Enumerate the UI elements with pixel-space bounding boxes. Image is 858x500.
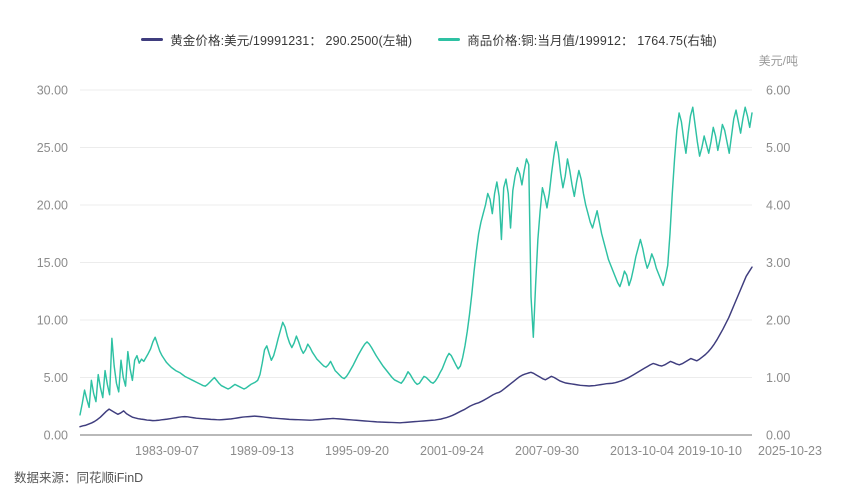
- right-axis-unit-label: 美元/吨: [758, 54, 798, 68]
- y-axis-left-tick: 10.00: [37, 314, 68, 328]
- legend-label-gold: 黄金价格:美元/19991231： 290.2500(左轴): [170, 34, 413, 48]
- legend-swatch-gold: [141, 38, 164, 41]
- x-axis-tick: 2001-09-24: [420, 444, 484, 458]
- y-axis-right-tick: 0.00: [766, 429, 790, 443]
- y-axis-left-tick: 20.00: [37, 199, 68, 213]
- y-axis-left-tick: 25.00: [37, 141, 68, 155]
- x-axis-tick: 2013-10-04: [610, 444, 674, 458]
- legend-item-copper[interactable]: 商品价格:铜:当月值/199912： 1764.75(右轴): [438, 30, 717, 49]
- x-axis-tick: 2025-10-23: [758, 444, 822, 458]
- x-axis-tick: 1989-09-13: [230, 444, 294, 458]
- y-axis-right-tick: 6.00: [766, 84, 790, 98]
- y-axis-right-tick: 2.00: [766, 314, 790, 328]
- series-line-copper: [79, 106, 753, 416]
- x-axis-tick: 2019-10-10: [678, 444, 742, 458]
- y-axis-left-tick: 5.00: [44, 371, 68, 385]
- y-axis-right-tick: 3.00: [766, 256, 790, 270]
- y-axis-left-tick: 0.00: [44, 429, 68, 443]
- y-axis-left-tick: 15.00: [37, 256, 68, 270]
- y-axis-right-tick: 5.00: [766, 141, 790, 155]
- legend-item-gold[interactable]: 黄金价格:美元/19991231： 290.2500(左轴): [141, 30, 412, 49]
- x-axis-tick: 1995-09-20: [325, 444, 389, 458]
- legend-swatch-copper: [438, 38, 461, 41]
- series-line-gold: [79, 266, 753, 428]
- x-axis-tick: 2007-09-30: [515, 444, 579, 458]
- data-source-footer: 数据来源：同花顺iFinD: [14, 471, 144, 485]
- chart-legend: 黄金价格:美元/19991231： 290.2500(左轴) 商品价格:铜:当月…: [0, 30, 858, 49]
- y-axis-right-tick: 4.00: [766, 199, 790, 213]
- legend-label-copper: 商品价格:铜:当月值/199912： 1764.75(右轴): [467, 34, 717, 48]
- y-axis-left-tick: 30.00: [37, 84, 68, 98]
- x-axis-tick: 1983-09-07: [135, 444, 199, 458]
- y-axis-right-tick: 1.00: [766, 371, 790, 385]
